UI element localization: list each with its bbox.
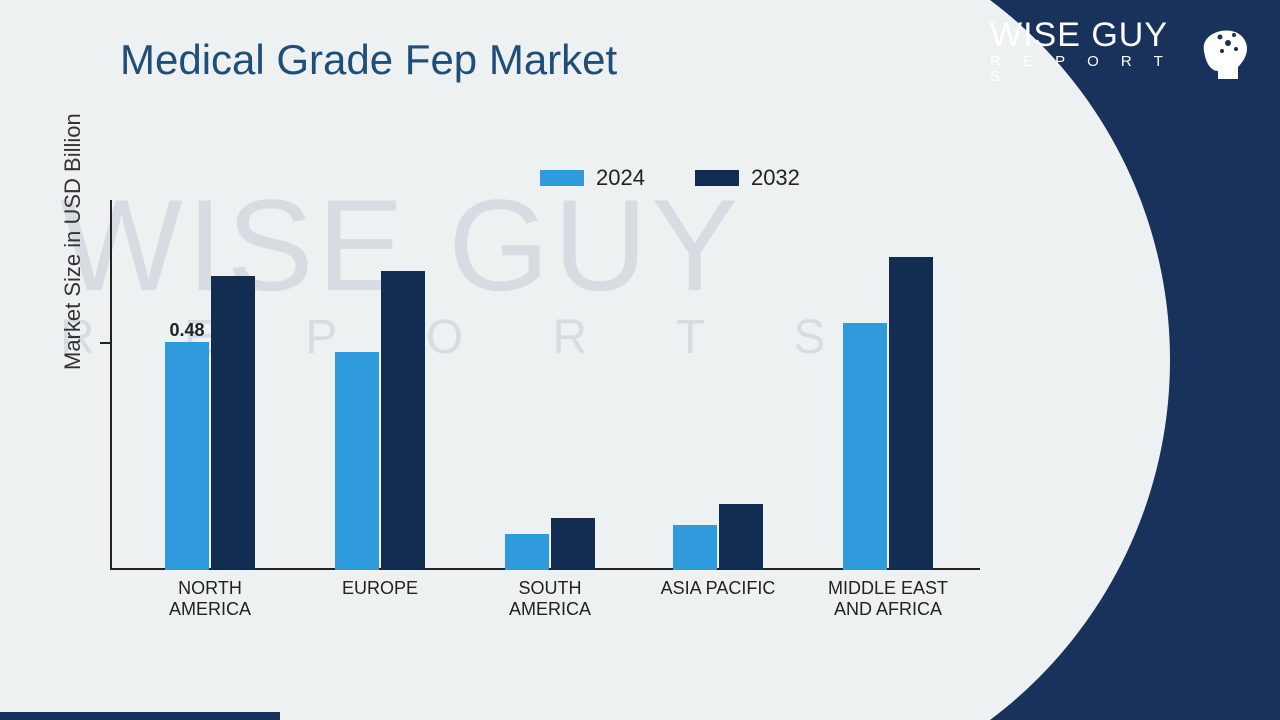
bar-value-label: 0.48 [169,320,204,341]
bar-group [658,504,778,570]
bar [505,534,549,570]
legend-item: 2024 [540,165,645,191]
chart-title: Medical Grade Fep Market [120,36,617,84]
bar [719,504,763,570]
bar [843,323,887,570]
legend-swatch [540,170,584,186]
y-axis-line [110,200,112,570]
category-label: MIDDLE EAST AND AFRICA [818,578,958,619]
brand-head-icon [1194,21,1250,81]
category-label: EUROPE [310,578,450,599]
legend-swatch [695,170,739,186]
brand-line2: R E P O R T S [990,54,1188,84]
category-label: ASIA PACIFIC [648,578,788,599]
bar [673,525,717,570]
y-tick [100,342,110,344]
legend-label: 2024 [596,165,645,191]
bar-group [320,271,440,570]
bar [889,257,933,570]
brand-logo: WISE GUY R E P O R T S [990,18,1250,84]
category-label: SOUTH AMERICA [480,578,620,619]
brand-panel [960,0,1280,720]
bar [211,276,255,570]
legend: 2024 2032 [540,165,800,191]
bar-group [828,257,948,570]
footer-accent [0,712,280,720]
bar [551,518,595,570]
bar [381,271,425,570]
bar [335,352,379,570]
plot-area: 0.48NORTH AMERICAEUROPESOUTH AMERICAASIA… [110,200,980,570]
bar: 0.48 [165,342,209,570]
category-label: NORTH AMERICA [140,578,280,619]
bar-group [490,518,610,570]
y-axis-label: Market Size in USD Billion [60,113,86,370]
bar-group: 0.48 [150,276,270,570]
legend-item: 2032 [695,165,800,191]
brand-line1: WISE GUY [990,18,1188,52]
legend-label: 2032 [751,165,800,191]
